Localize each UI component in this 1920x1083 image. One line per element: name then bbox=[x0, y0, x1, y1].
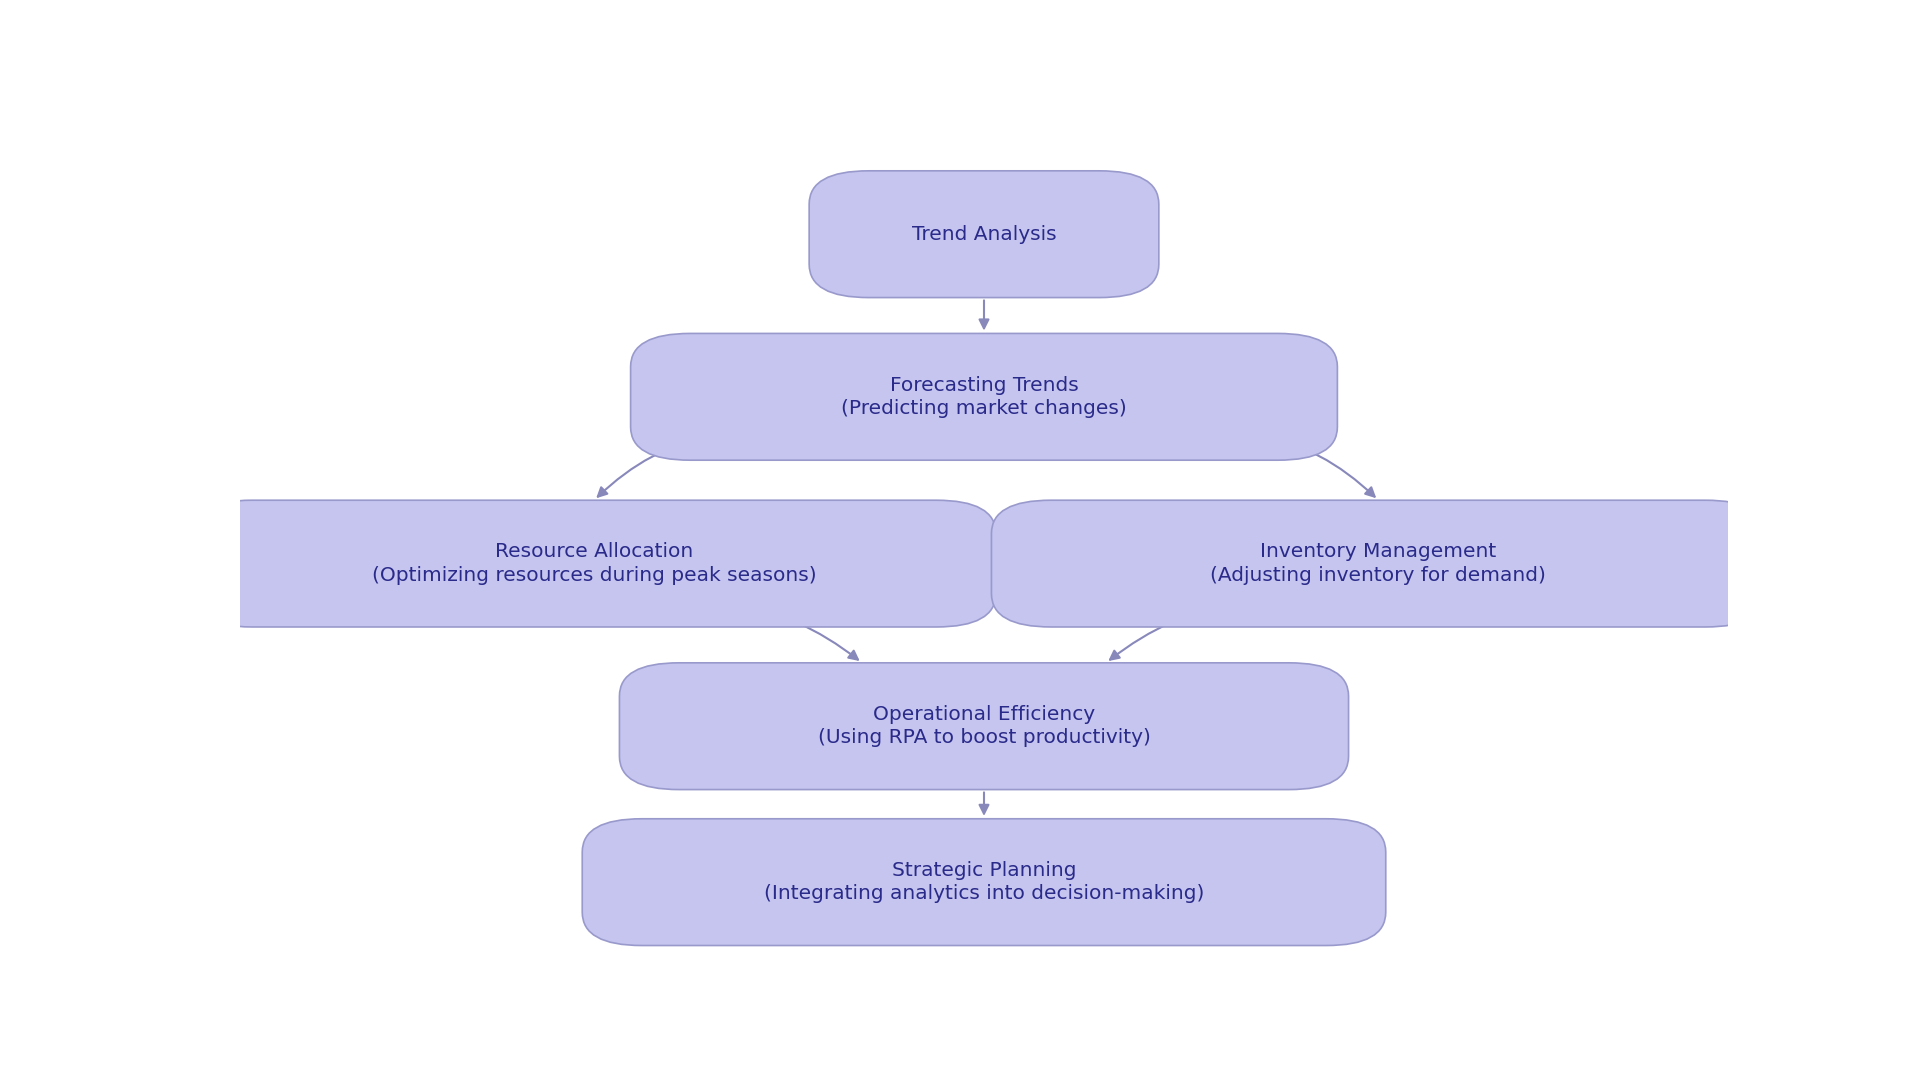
Text: Strategic Planning
(Integrating analytics into decision-making): Strategic Planning (Integrating analytic… bbox=[764, 861, 1204, 903]
Text: Trend Analysis: Trend Analysis bbox=[912, 224, 1056, 244]
Text: Operational Efficiency
(Using RPA to boost productivity): Operational Efficiency (Using RPA to boo… bbox=[818, 705, 1150, 747]
FancyBboxPatch shape bbox=[630, 334, 1338, 460]
FancyBboxPatch shape bbox=[991, 500, 1764, 627]
FancyBboxPatch shape bbox=[620, 663, 1348, 790]
FancyBboxPatch shape bbox=[582, 819, 1386, 945]
FancyBboxPatch shape bbox=[192, 500, 996, 627]
FancyBboxPatch shape bbox=[808, 171, 1160, 298]
Text: Resource Allocation
(Optimizing resources during peak seasons): Resource Allocation (Optimizing resource… bbox=[372, 543, 816, 585]
Text: Forecasting Trends
(Predicting market changes): Forecasting Trends (Predicting market ch… bbox=[841, 376, 1127, 418]
Text: Inventory Management
(Adjusting inventory for demand): Inventory Management (Adjusting inventor… bbox=[1210, 543, 1546, 585]
